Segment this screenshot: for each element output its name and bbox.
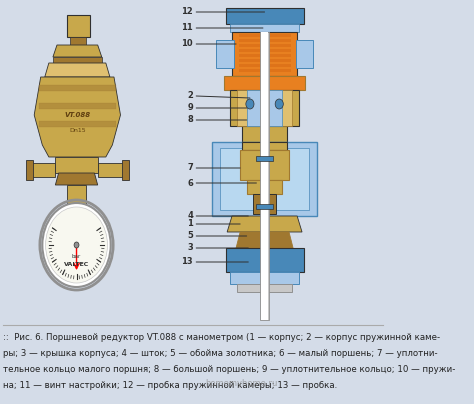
Polygon shape xyxy=(28,163,55,177)
Bar xyxy=(39,85,116,91)
Text: homemyhome.ru: homemyhome.ru xyxy=(205,379,278,388)
Bar xyxy=(238,39,291,42)
Bar xyxy=(253,194,276,214)
Text: 5: 5 xyxy=(187,231,193,240)
Text: 8: 8 xyxy=(187,116,193,124)
Bar xyxy=(242,126,287,142)
Bar xyxy=(256,204,273,209)
Bar xyxy=(39,121,116,127)
Bar xyxy=(260,32,269,320)
Bar xyxy=(70,37,86,45)
Text: 2: 2 xyxy=(187,91,193,101)
Bar xyxy=(256,156,273,161)
Bar xyxy=(238,44,291,47)
Bar xyxy=(224,76,305,90)
Bar xyxy=(68,205,85,215)
Polygon shape xyxy=(45,63,110,77)
Bar xyxy=(295,40,313,68)
Text: 11: 11 xyxy=(181,23,193,32)
Bar xyxy=(238,59,291,62)
Bar xyxy=(53,57,102,63)
Text: ::  Рис. 6. Поршневой редуктор VT.088 с манометром (1 — корпус; 2 — корпус пружи: :: Рис. 6. Поршневой редуктор VT.088 с м… xyxy=(3,333,440,342)
Text: 6: 6 xyxy=(187,179,193,187)
Bar xyxy=(242,142,287,150)
Bar xyxy=(216,40,234,68)
Circle shape xyxy=(42,203,111,287)
Polygon shape xyxy=(98,163,126,177)
Bar xyxy=(230,272,299,284)
Circle shape xyxy=(275,99,283,109)
Bar xyxy=(232,32,297,76)
Bar xyxy=(238,34,291,37)
Bar xyxy=(246,180,283,194)
Bar xyxy=(230,90,299,126)
Bar xyxy=(238,64,291,67)
Bar xyxy=(39,103,116,109)
Circle shape xyxy=(74,242,79,248)
Text: на; 11 — винт настройки; 12 — пробка пружинной камеры; 13 — пробка.: на; 11 — винт настройки; 12 — пробка пру… xyxy=(3,381,337,390)
Bar xyxy=(226,248,304,272)
Text: VT.088: VT.088 xyxy=(64,112,91,118)
Polygon shape xyxy=(55,157,98,173)
Text: 3: 3 xyxy=(187,244,193,252)
Circle shape xyxy=(246,99,254,109)
Text: bar: bar xyxy=(72,255,81,259)
Bar xyxy=(261,32,268,320)
Text: 7: 7 xyxy=(187,164,193,173)
Bar xyxy=(237,284,292,292)
Bar xyxy=(226,8,304,24)
Bar xyxy=(246,90,283,126)
Bar xyxy=(238,69,291,72)
Polygon shape xyxy=(34,77,120,157)
Polygon shape xyxy=(26,160,33,180)
Text: тельное кольцо малого поршня; 8 — большой поршень; 9 — уплотнительное кольцо; 10: тельное кольцо малого поршня; 8 — большо… xyxy=(3,365,456,374)
Bar xyxy=(67,15,90,37)
Polygon shape xyxy=(55,173,98,185)
Text: 1: 1 xyxy=(187,219,193,229)
Bar xyxy=(240,150,289,180)
Bar xyxy=(230,24,299,32)
Bar xyxy=(237,90,292,126)
Bar xyxy=(238,49,291,52)
Text: 13: 13 xyxy=(182,257,193,267)
Bar xyxy=(238,54,291,57)
Text: Dn15: Dn15 xyxy=(69,128,86,133)
Bar xyxy=(212,142,318,216)
Bar xyxy=(67,185,86,205)
Text: 4: 4 xyxy=(187,212,193,221)
Text: ры; 3 — крышка корпуса; 4 — шток; 5 — обойма золотника; 6 — малый поршень; 7 — у: ры; 3 — крышка корпуса; 4 — шток; 5 — об… xyxy=(3,349,438,358)
Circle shape xyxy=(46,207,108,283)
Text: VALTEC: VALTEC xyxy=(64,263,89,267)
Polygon shape xyxy=(122,160,128,180)
Polygon shape xyxy=(53,45,102,57)
Polygon shape xyxy=(227,216,302,232)
Polygon shape xyxy=(236,232,293,248)
Text: 12: 12 xyxy=(181,8,193,17)
Text: 9: 9 xyxy=(187,103,193,112)
Text: 10: 10 xyxy=(182,40,193,48)
Bar xyxy=(220,148,310,210)
